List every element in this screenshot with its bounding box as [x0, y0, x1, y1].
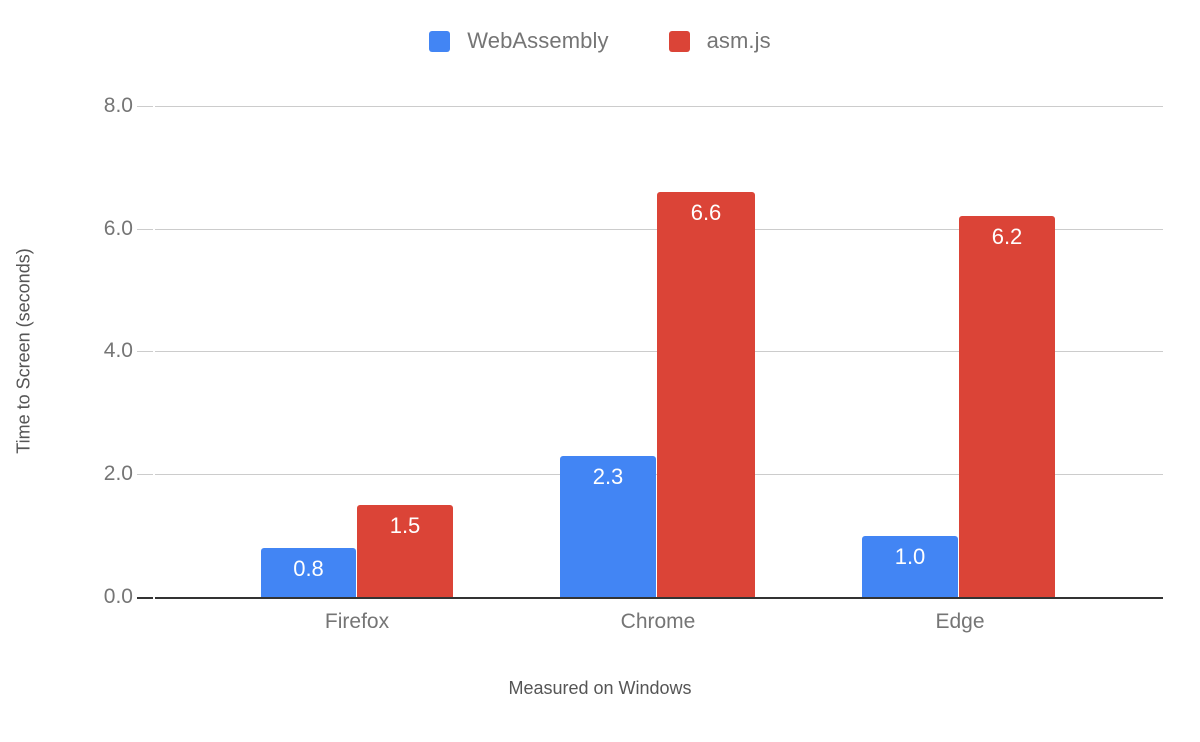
y-tick-mark-2 — [137, 474, 153, 475]
y-tick-mark-6 — [137, 229, 153, 230]
bar-value-firefox-asmjs: 1.5 — [389, 513, 421, 538]
x-tick-label-chrome: Chrome — [620, 610, 696, 633]
y-axis-tick-labels: 8.0 6.0 4.0 2.0 0.0 — [0, 0, 155, 742]
y-tick-label-0: 0.0 — [103, 585, 133, 608]
bar-value-firefox-webassembly: 0.8 — [293, 556, 324, 581]
bar-edge-webassembly[interactable]: 1.0 — [862, 536, 958, 597]
y-axis-title: Time to Screen (seconds) — [13, 248, 34, 454]
chart-legend: WebAssembly asm.js — [0, 28, 1200, 54]
y-tick-label-4: 4.0 — [103, 339, 133, 362]
y-tick-mark-8 — [137, 106, 153, 107]
legend-entry-webassembly[interactable]: WebAssembly — [429, 28, 608, 54]
x-axis-line — [155, 597, 1163, 599]
bar-chrome-asmjs[interactable]: 6.6 — [657, 192, 755, 597]
legend-swatch-asmjs — [668, 30, 690, 52]
bar-chrome-webassembly[interactable]: 2.3 — [560, 456, 656, 597]
bar-value-edge-asmjs: 6.2 — [991, 224, 1023, 249]
bar-value-edge-webassembly: 1.0 — [894, 544, 926, 569]
y-tick-label-6: 6.0 — [103, 217, 133, 240]
legend-entry-asmjs[interactable]: asm.js — [668, 28, 771, 54]
bar-value-chrome-webassembly: 2.3 — [592, 464, 624, 489]
x-axis-tick-labels: Firefox Chrome Edge — [155, 610, 1163, 644]
x-axis-title: Measured on Windows — [508, 678, 692, 698]
plot-area: 0.8 1.5 2.3 6.6 1.0 6.2 — [137, 106, 1163, 599]
bar-firefox-asmjs[interactable]: 1.5 — [357, 505, 453, 597]
legend-label-webassembly: WebAssembly — [467, 28, 609, 53]
legend-swatch-webassembly — [429, 30, 451, 52]
y-tick-mark-4 — [137, 351, 153, 352]
x-tick-label-edge: Edge — [935, 610, 985, 633]
bar-firefox-webassembly[interactable]: 0.8 — [261, 548, 356, 597]
y-tick-label-2: 2.0 — [103, 462, 133, 485]
x-tick-label-firefox: Firefox — [324, 610, 390, 633]
bar-edge-asmjs[interactable]: 6.2 — [959, 216, 1055, 597]
y-tick-mark-0 — [137, 597, 153, 599]
legend-label-asmjs: asm.js — [706, 28, 771, 53]
gridline-8 — [155, 106, 1163, 107]
bar-value-chrome-asmjs: 6.6 — [690, 200, 722, 225]
y-tick-label-8: 8.0 — [103, 94, 133, 117]
